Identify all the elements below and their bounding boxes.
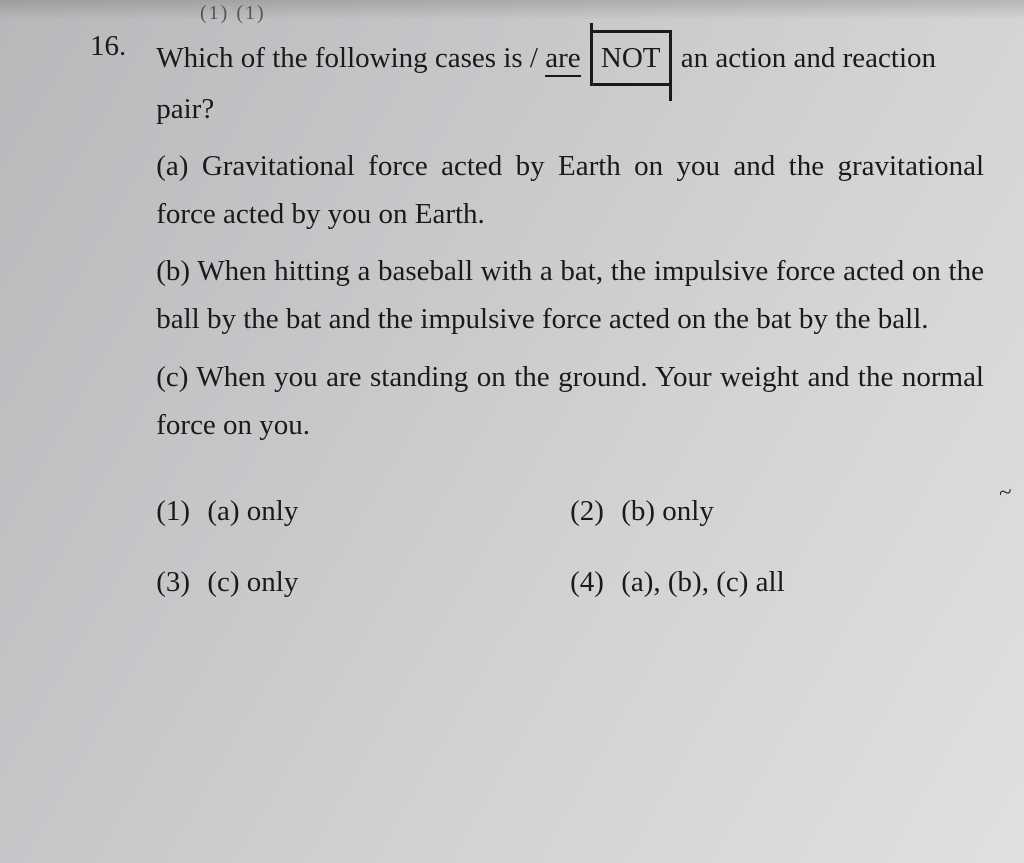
option-2-label: (2) [570, 495, 604, 527]
option-2: (2) (b) only [570, 495, 984, 528]
statement-c-label: (c) [156, 361, 188, 393]
option-3-text: (c) only [207, 566, 298, 598]
stem-are-underlined: are [545, 42, 580, 77]
page-top-shadow [0, 0, 1024, 20]
cropped-top-fragment: (1) (1) [200, 2, 266, 25]
statement-b-text: When hitting a baseball with a bat, the … [156, 255, 984, 335]
statement-a-text: Gravitational force acted by Earth on yo… [156, 150, 984, 230]
question-number: 16. [90, 30, 126, 63]
question-stem: Which of the following cases is / are NO… [156, 30, 984, 133]
statement-c-text: When you are standing on the ground. You… [156, 361, 984, 441]
statement-a-label: (a) [156, 150, 188, 182]
option-1-label: (1) [156, 495, 190, 527]
statement-b: (b) When hitting a baseball with a bat, … [156, 248, 984, 344]
handwritten-tilde-mark: ~ [997, 479, 1014, 508]
options-row-2: (3) (c) only (4) (a), (b), (c) all [156, 566, 984, 599]
option-4: (4) (a), (b), (c) all [570, 566, 984, 599]
statement-a: (a) Gravitational force acted by Earth o… [156, 143, 984, 239]
statement-b-label: (b) [156, 255, 190, 287]
stem-before: Which of the following cases is / [156, 42, 545, 74]
question-body: Which of the following cases is / are NO… [156, 30, 984, 599]
option-4-label: (4) [570, 566, 604, 598]
options-row-1: (1) (a) only (2) (b) only [156, 495, 984, 528]
statement-c: (c) When you are standing on the ground.… [156, 354, 984, 450]
option-1: (1) (a) only [156, 495, 570, 528]
option-4-text: (a), (b), (c) all [621, 566, 784, 598]
option-2-text: (b) only [621, 495, 714, 527]
question-block: 16. Which of the following cases is / ar… [90, 30, 984, 599]
option-1-text: (a) only [207, 495, 298, 527]
option-3-label: (3) [156, 566, 190, 598]
option-3: (3) (c) only [156, 566, 570, 599]
stem-boxed-not: NOT [590, 30, 672, 86]
